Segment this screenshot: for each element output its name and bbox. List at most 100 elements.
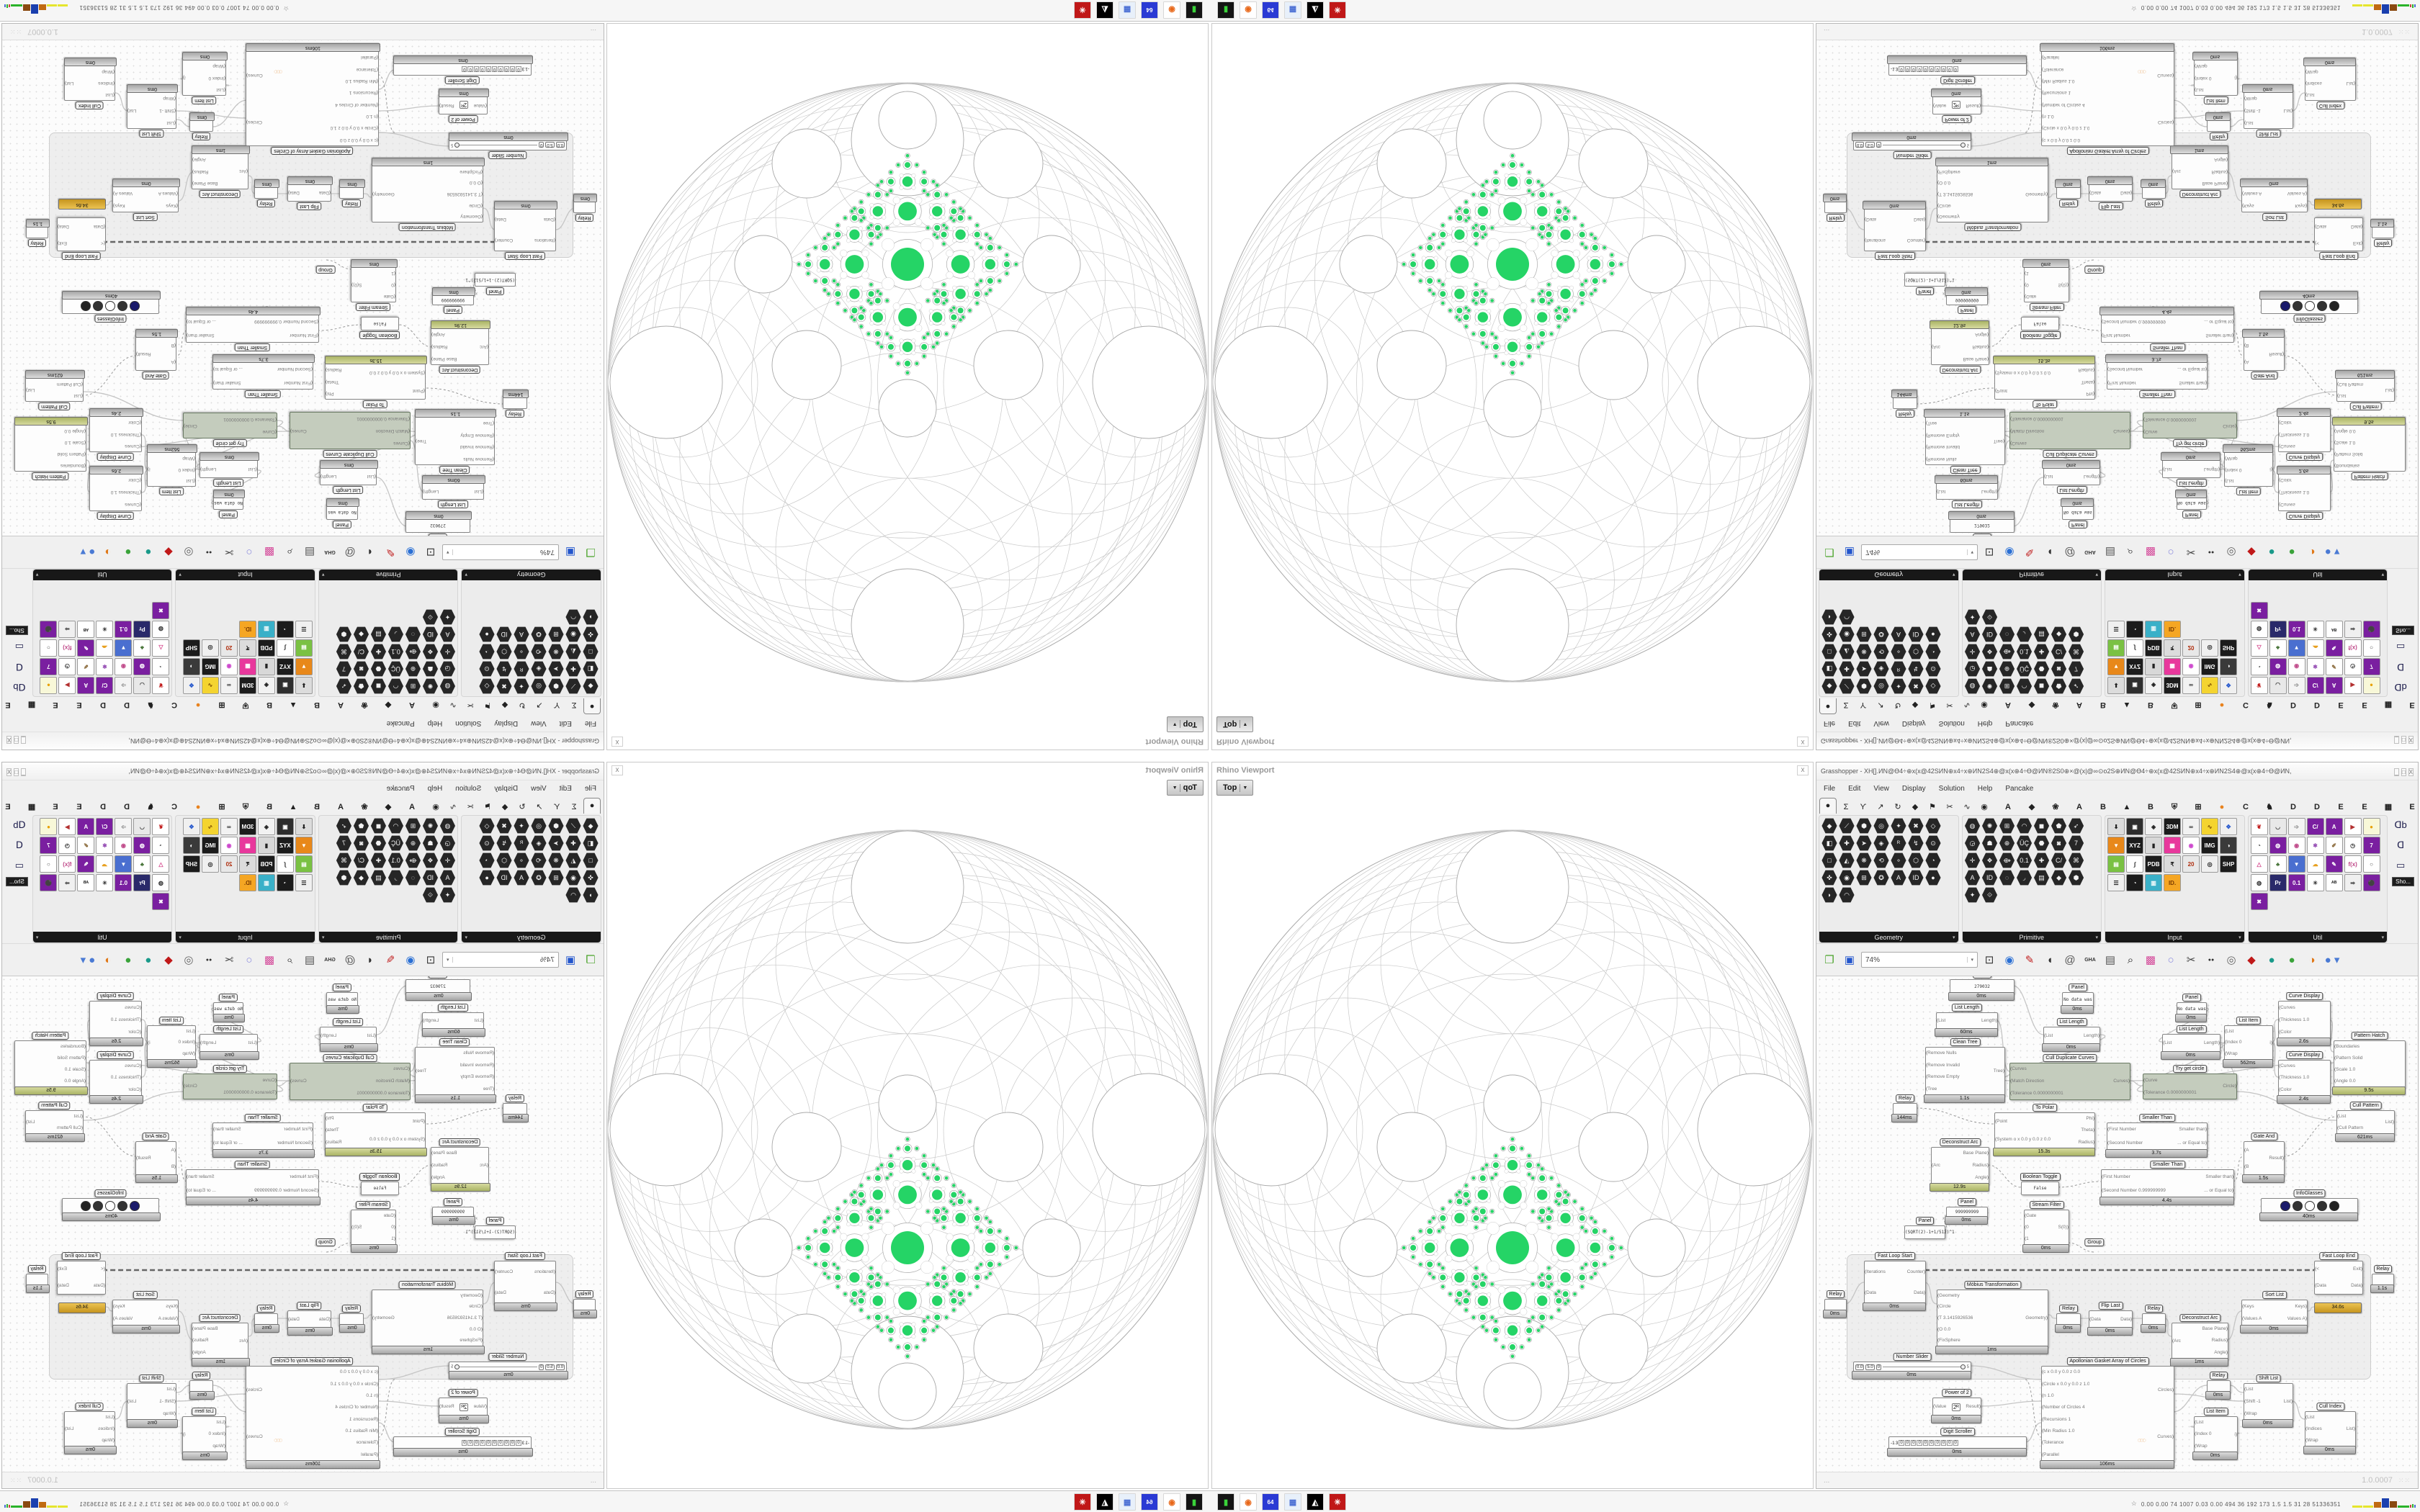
component-icon[interactable]: ID bbox=[422, 626, 438, 642]
remote-icon[interactable]: @ bbox=[344, 546, 356, 559]
gh-node-list-length[interactable]: List LengthListLength60ms bbox=[1935, 1004, 1998, 1037]
gh-node-flip-last[interactable]: Flip LastDataData0ms bbox=[287, 176, 333, 210]
component-icon[interactable]: ✚ bbox=[1839, 835, 1855, 851]
plugin-icon[interactable]: ᗡ bbox=[2397, 840, 2405, 850]
component-icon[interactable]: A bbox=[77, 677, 95, 694]
gem-icon[interactable]: ◆ bbox=[164, 546, 173, 558]
menu-item[interactable]: File bbox=[584, 784, 596, 793]
component-icon[interactable]: ✎ bbox=[2325, 639, 2343, 657]
gh-node-apollonian-gasket-array-of-circles[interactable]: Apollonian Gasket Array of Circlesc x 0.… bbox=[2040, 43, 2174, 155]
component-icon[interactable]: ◌ bbox=[1999, 870, 2015, 886]
node-body[interactable]: ListShift -1WrapList bbox=[127, 91, 176, 129]
gh-node-fast-loop-start[interactable]: Fast Loop StartIterationsDataCounterData… bbox=[494, 201, 557, 260]
component-icon[interactable]: ➩ bbox=[2287, 677, 2305, 694]
component-icon[interactable]: ◍ bbox=[1964, 818, 1981, 834]
menu-item[interactable]: Display bbox=[1901, 784, 1926, 793]
window-button[interactable]: □ bbox=[14, 768, 19, 776]
gh-node-relay[interactable]: Relay 0ms bbox=[254, 179, 279, 207]
sphere-orange-icon[interactable]: ◑ bbox=[104, 546, 112, 559]
gh-node-digit-scroller[interactable]: Digit Scroller -1 3 0 0 0 0 0 0 0 0 0 0 0ms bbox=[393, 55, 533, 84]
component-icon[interactable]: ➤ bbox=[548, 835, 564, 851]
tab-plugin[interactable]: ▦ bbox=[2384, 803, 2393, 811]
component-icon[interactable]: ✛ bbox=[1964, 852, 1981, 868]
component-icon[interactable]: ◎ bbox=[531, 818, 547, 834]
tab-plugin[interactable]: E bbox=[2409, 701, 2415, 709]
component-icon[interactable]: ₹ bbox=[238, 855, 256, 873]
component-icon[interactable]: ▦ bbox=[2164, 837, 2182, 854]
node-body[interactable]: -1 3 0 0 0 0 0 0 0 0 0 0 bbox=[393, 63, 532, 76]
node-body[interactable]: ListShift -1WrapList bbox=[127, 1383, 176, 1421]
node-body[interactable]: No data was bbox=[326, 505, 358, 520]
plugin-icon[interactable]: ▭ bbox=[14, 860, 24, 870]
node-body[interactable]: BoundariesPattern SolidScale 1.0Angle 0.… bbox=[14, 424, 86, 472]
component-icon[interactable]: ✦ bbox=[1964, 887, 1981, 903]
resize-grip-icon[interactable]: ⁙⁙ bbox=[9, 28, 22, 36]
node-body[interactable] bbox=[339, 186, 364, 199]
component-icon[interactable]: ⚛ bbox=[96, 658, 114, 675]
component-icon[interactable]: XYZ bbox=[276, 658, 294, 675]
component-icon[interactable]: ◭ bbox=[565, 644, 581, 660]
chevron-down-icon[interactable]: ▼ bbox=[1170, 783, 1180, 792]
component-icon[interactable]: ◧ bbox=[1821, 661, 1837, 677]
component-icon[interactable]: ⚛ bbox=[96, 837, 114, 854]
node-body[interactable]: PointSystem o x 0.0 y 0.0 z 0.0PhiThetaR… bbox=[1994, 363, 2095, 400]
gh-node-shift-list[interactable]: Shift ListListShift -1WrapList0ms bbox=[2242, 84, 2293, 138]
component-icon[interactable]: ⚫ bbox=[2362, 874, 2380, 891]
save-icon[interactable]: ▣ bbox=[565, 954, 576, 966]
tab-plugin[interactable]: A bbox=[2076, 701, 2082, 709]
gh-node-try-get-circle[interactable]: Try get circleCurveTolerance 0.000000000… bbox=[2143, 1065, 2237, 1099]
component-icon[interactable]: ◔ bbox=[1925, 852, 1941, 868]
component-icon[interactable]: ⬟ bbox=[353, 818, 369, 834]
tab-plugin[interactable]: ▲ bbox=[289, 701, 297, 709]
gh-node-relay[interactable]: Relay 1.1s bbox=[2370, 1265, 2394, 1293]
component-icon[interactable]: ⟲ bbox=[531, 644, 547, 660]
component-icon[interactable]: ◍ bbox=[133, 837, 151, 854]
tab-plugin[interactable]: ▦ bbox=[27, 803, 36, 811]
tab-plugin[interactable]: ⊞ bbox=[218, 803, 225, 811]
component-icon[interactable]: ☗ bbox=[1981, 835, 1998, 851]
gh-node-m-bius-transformation[interactable]: Möbius TransformationGeometryCircleT 3.1… bbox=[372, 158, 485, 231]
gh-node-cull-duplicate-curves[interactable]: Cull Duplicate CurvesCurvesMatch Directi… bbox=[2009, 412, 2130, 458]
save-icon[interactable]: ▣ bbox=[1844, 954, 1855, 966]
tab-plugin[interactable]: E bbox=[53, 701, 58, 709]
gh-node-panel[interactable]: Panel No data was 0ms bbox=[326, 984, 359, 1014]
component-icon[interactable]: C/ bbox=[2306, 677, 2324, 694]
component-icon[interactable]: ◍ bbox=[152, 621, 170, 638]
floppy-64-icon[interactable]: 64 bbox=[1141, 1493, 1158, 1511]
gh-node-cull-pattern[interactable]: Cull PatternListCull PatternList621ms bbox=[25, 1102, 85, 1142]
gh-node-cull-duplicate-curves[interactable]: Cull Duplicate CurvesCurvesMatch Directi… bbox=[290, 1054, 411, 1100]
component-icon[interactable]: ⬟ bbox=[2051, 818, 2067, 834]
component-icon[interactable]: SHP bbox=[2220, 639, 2238, 657]
donut-icon[interactable]: ◎ bbox=[2226, 546, 2236, 558]
component-icon[interactable]: ▤ bbox=[2107, 639, 2125, 657]
gh-node-relay[interactable]: Relay 1.1s bbox=[2370, 219, 2394, 247]
component-icon[interactable]: ⬣ bbox=[2033, 835, 2050, 851]
component-icon[interactable]: ◉ bbox=[2287, 837, 2305, 854]
node-body[interactable]: BoundariesPattern SolidScale 1.0Angle 0.… bbox=[2334, 1040, 2406, 1088]
component-icon[interactable]: XYZ bbox=[2126, 837, 2144, 854]
component-icon[interactable]: ◎ bbox=[1873, 678, 1889, 694]
component-icon[interactable]: ● bbox=[1925, 626, 1941, 642]
component-icon[interactable]: ▣ bbox=[276, 818, 294, 835]
node-body[interactable]: 999999999 bbox=[432, 294, 474, 305]
gh-node-panel[interactable]: Panel (SQRT(2)-1+1/512)^1 bbox=[465, 273, 516, 295]
node-body[interactable]: PointSystem o x 0.0 y 0.0 z 0.0PhiThetaR… bbox=[1994, 1112, 2095, 1149]
component-icon[interactable]: ✥ bbox=[2220, 818, 2238, 835]
component-icon[interactable]: ◇ bbox=[479, 818, 495, 834]
node-body[interactable]: First NumberSecond Number 0.999999999Sma… bbox=[2101, 1169, 2234, 1198]
gh-node-panel[interactable]: Panel No data was 0ms bbox=[2175, 490, 2207, 518]
component-icon[interactable]: ✚ bbox=[1839, 661, 1855, 677]
component-icon[interactable]: ⬟ bbox=[353, 678, 369, 694]
component-icon[interactable]: 20 bbox=[2182, 639, 2200, 657]
tab-plugin[interactable]: B bbox=[266, 701, 272, 709]
component-icon[interactable]: ☰ bbox=[295, 874, 313, 891]
gh-node-boolean-toggle[interactable]: Boolean Toggle False bbox=[359, 1173, 400, 1195]
gh-node-smaller-than[interactable]: Smaller ThanFirst NumberSecond Number 0.… bbox=[2099, 307, 2234, 351]
component-icon[interactable]: ✚ bbox=[370, 644, 386, 660]
gh-node-list-item[interactable]: List ItemListIndex 0Wrapi0ms bbox=[182, 52, 228, 104]
gh-node[interactable]: 34.6s bbox=[57, 199, 106, 210]
